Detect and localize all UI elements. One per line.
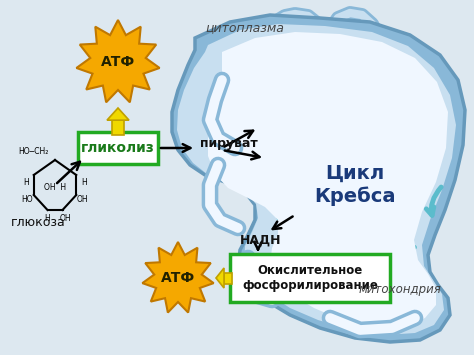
Text: OH: OH	[77, 196, 88, 204]
Text: АТФ: АТФ	[101, 55, 135, 69]
Text: H: H	[45, 214, 50, 223]
Text: АТФ: АТФ	[161, 271, 195, 285]
Text: пируват: пируват	[200, 137, 258, 149]
Text: Окислительное
фосфорилирование: Окислительное фосфорилирование	[242, 264, 378, 292]
Text: НАДН: НАДН	[240, 234, 282, 246]
Text: Цикл
Кребса: Цикл Кребса	[314, 164, 396, 206]
FancyBboxPatch shape	[230, 254, 390, 302]
FancyBboxPatch shape	[78, 132, 158, 164]
Polygon shape	[208, 32, 448, 328]
Text: OH  H: OH H	[44, 183, 66, 192]
Text: HO─CH₂: HO─CH₂	[18, 147, 49, 156]
Polygon shape	[172, 15, 465, 342]
Polygon shape	[216, 268, 224, 288]
Text: глюкоза: глюкоза	[10, 215, 65, 229]
Text: H: H	[82, 178, 87, 187]
Polygon shape	[224, 273, 232, 284]
Text: гликолиз: гликолиз	[81, 141, 155, 155]
Text: OH: OH	[59, 214, 71, 223]
Polygon shape	[142, 242, 214, 312]
Text: H: H	[23, 178, 28, 187]
Polygon shape	[112, 120, 124, 135]
Text: цитоплазма: цитоплазма	[206, 22, 284, 34]
Polygon shape	[107, 108, 129, 120]
Text: HO: HO	[22, 196, 33, 204]
Polygon shape	[76, 20, 160, 102]
Text: митохондрия: митохондрия	[358, 284, 441, 296]
Polygon shape	[177, 24, 456, 335]
